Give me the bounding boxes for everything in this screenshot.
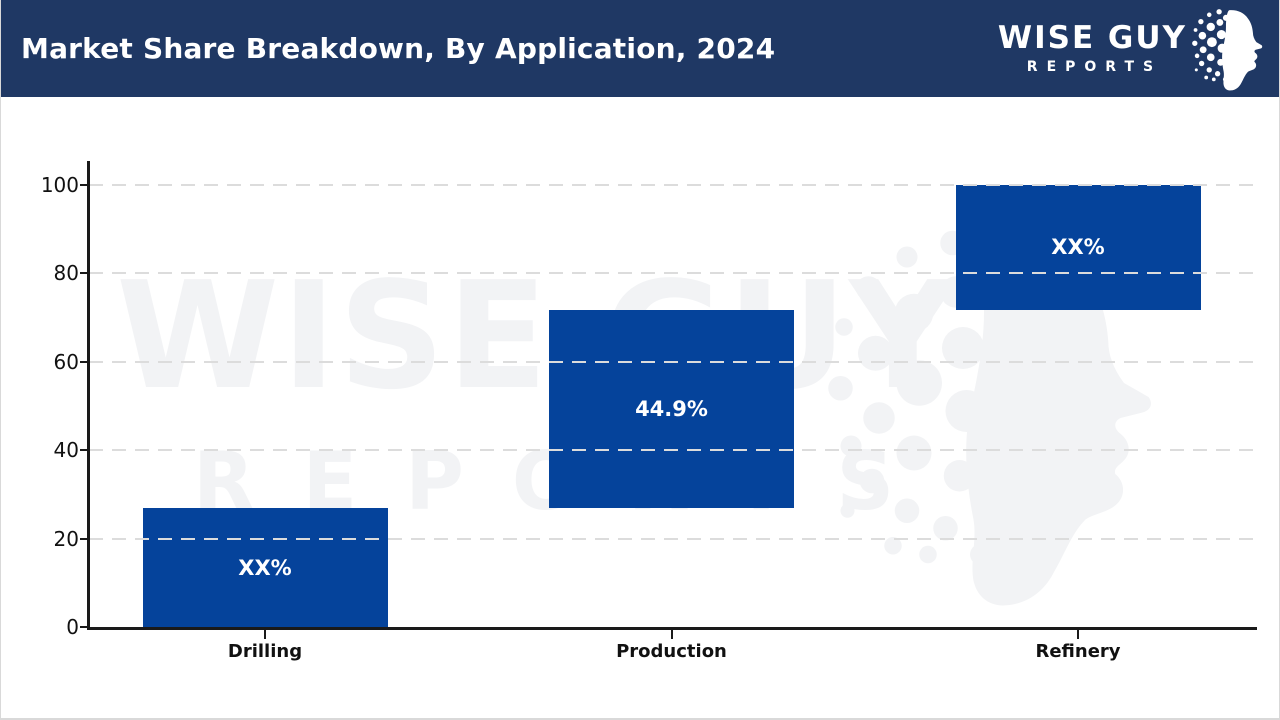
gridline-20 — [89, 537, 1254, 540]
brand-name: WISE GUY — [997, 19, 1187, 56]
bar-value-label: XX% — [238, 555, 292, 580]
brand-subtitle: REPORTS — [1026, 58, 1163, 75]
y-axis-tick-label: 40 — [53, 438, 79, 463]
gridline-40 — [89, 449, 1254, 452]
y-axis-tick-label: 100 — [40, 173, 79, 197]
y-axis-tick-label: 20 — [53, 526, 79, 551]
x-tick-mark — [670, 630, 673, 639]
y-tick-mark — [80, 360, 89, 363]
y-tick-mark — [80, 272, 89, 275]
y-tick-mark — [80, 626, 89, 628]
gridline-100 — [89, 184, 1254, 186]
y-axis-spine — [87, 161, 90, 630]
y-axis-tick-label: 60 — [53, 349, 79, 374]
y-axis-tick-label: 0 — [66, 615, 79, 639]
x-tick-mark — [264, 630, 266, 639]
bar-value-label: 44.9% — [635, 396, 708, 421]
x-axis-category-label: Refinery — [1035, 641, 1121, 662]
bar-value-label: XX% — [1051, 235, 1105, 260]
x-axis-spine — [87, 627, 1257, 630]
y-tick-mark — [80, 184, 89, 186]
y-axis-tick-label: 80 — [53, 261, 79, 286]
gridline-60 — [89, 360, 1254, 363]
brand-logo-text: WISE GUY REPORTS — [997, 19, 1187, 75]
page-title: Market Share Breakdown, By Application, … — [21, 32, 776, 65]
bar-drilling — [142, 508, 388, 627]
y-tick-mark — [80, 537, 89, 540]
x-tick-mark — [1077, 630, 1079, 639]
y-tick-mark — [80, 449, 89, 452]
brand-logo: WISE GUY REPORTS — [998, 7, 1267, 91]
watermark-brand-text: WISE GUY — [116, 250, 959, 422]
x-axis-category-label: Production — [616, 641, 727, 662]
gridline-80 — [89, 272, 1254, 275]
bar-refinery — [955, 185, 1201, 310]
x-axis-category-label: Drilling — [227, 641, 303, 662]
bar-production — [549, 309, 794, 509]
header-bar: Market Share Breakdown, By Application, … — [1, 0, 1279, 97]
brand-face-logo-icon — [1192, 8, 1263, 90]
